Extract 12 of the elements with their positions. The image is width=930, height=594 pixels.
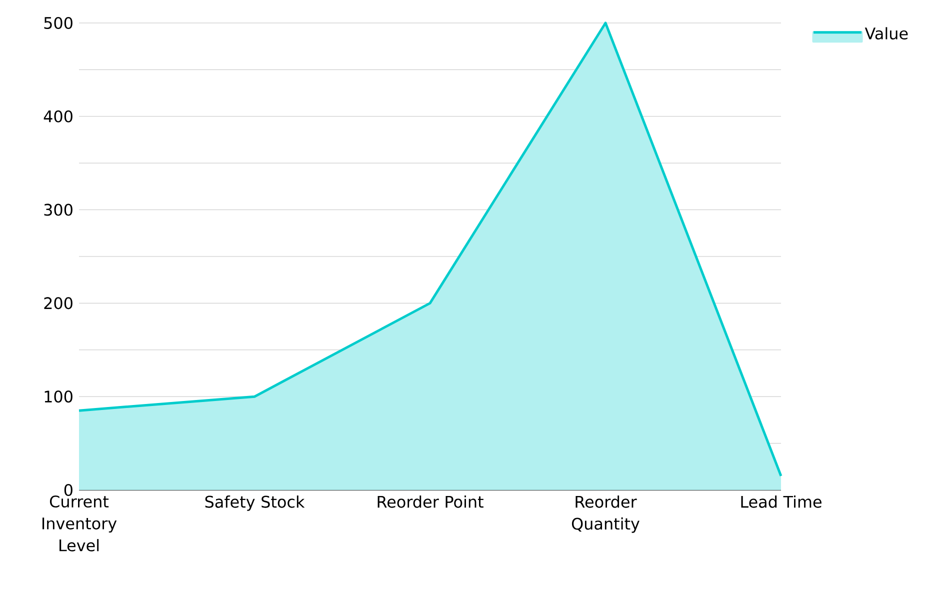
x-tick-label: Safety Stock <box>205 496 305 511</box>
legend-label: Value <box>864 27 908 40</box>
y-tick-label: 200 <box>44 297 72 310</box>
y-tick-label: 100 <box>44 390 72 403</box>
y-tick-label: 0 <box>64 484 72 496</box>
y-tick-label: 400 <box>44 110 72 122</box>
x-tick-label: Lead Time <box>741 496 822 508</box>
x-tick-label: Current Inventory Level <box>42 496 117 552</box>
y-tick-label: 300 <box>44 204 72 216</box>
y-tick-label: 500 <box>44 16 72 30</box>
x-tick-label: Reorder Point <box>378 496 484 508</box>
x-tick-label: Reorder Quantity <box>572 496 640 533</box>
